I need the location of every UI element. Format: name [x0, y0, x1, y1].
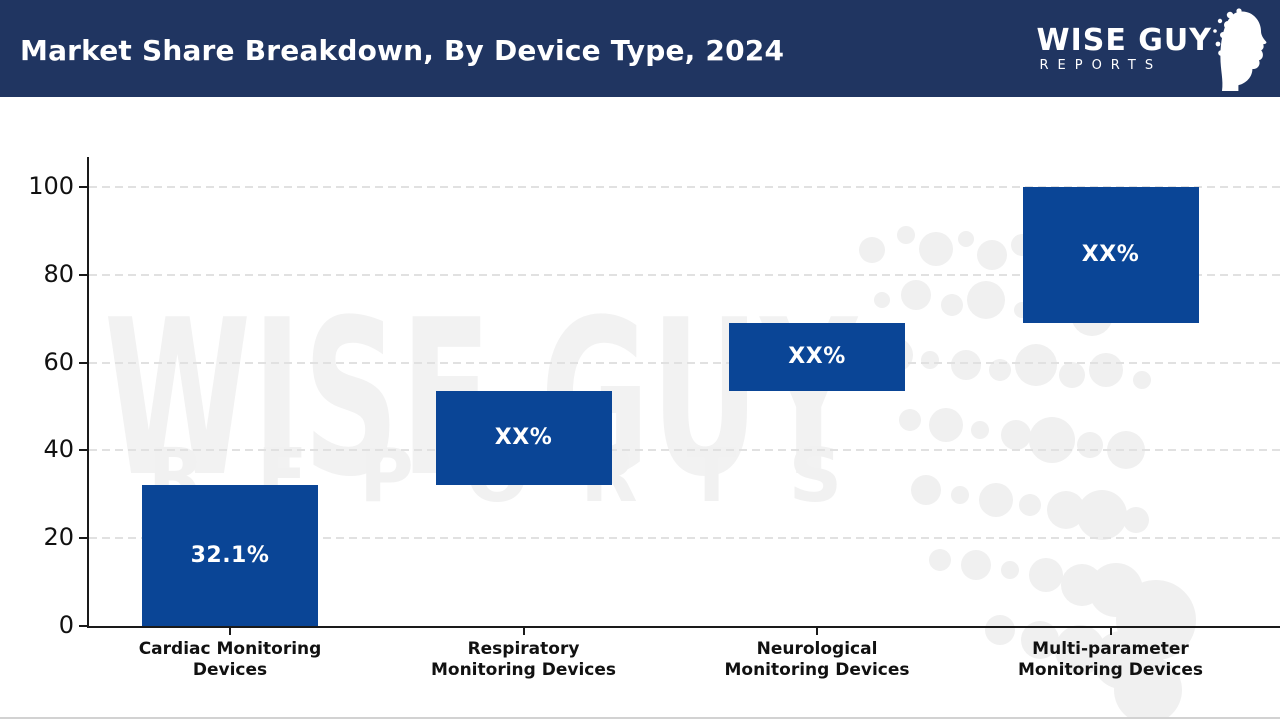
gridline — [89, 186, 1280, 188]
gridline — [89, 537, 1280, 540]
y-tick-label: 20 — [43, 523, 74, 552]
category-label: Multi-parameter Monitoring Devices — [1017, 639, 1203, 680]
watermark-dots — [859, 226, 1196, 718]
gridline — [89, 361, 1280, 364]
y-tick-label: 0 — [58, 611, 74, 639]
y-axis-spine — [87, 157, 89, 627]
y-tick-mark — [79, 449, 88, 452]
y-tick-mark — [79, 186, 88, 188]
x-tick-mark — [816, 628, 818, 635]
bar-value-label: 32.1% — [190, 543, 270, 569]
page-title: Market Share Breakdown, By Device Type, … — [20, 34, 785, 67]
gridline — [89, 273, 1280, 276]
y-tick-mark — [79, 361, 88, 364]
bar-2: XX% — [435, 390, 612, 486]
bar-3: XX% — [729, 322, 905, 391]
category-label: Cardiac Monitoring Devices — [138, 639, 322, 680]
y-tick-label: 100 — [28, 172, 74, 200]
gridline — [89, 449, 1280, 452]
y-tick-mark — [79, 537, 88, 540]
y-tick-label: 40 — [43, 435, 74, 464]
wise-guy-head-icon — [1213, 8, 1267, 91]
category-label: Respiratory Monitoring Devices — [430, 639, 616, 680]
brand-name: WISE GUY — [1036, 23, 1212, 58]
bar-1: 32.1% — [142, 485, 318, 626]
x-tick-mark — [229, 628, 231, 635]
brand-subname: REPORTS — [1039, 58, 1163, 73]
bottom-border — [0, 717, 1280, 719]
y-tick-label: 60 — [43, 347, 74, 376]
bar-value-label: XX% — [788, 344, 846, 370]
bar-value-label: XX% — [494, 425, 553, 451]
bar-4: XX% — [1022, 187, 1199, 323]
y-tick-mark — [79, 273, 88, 276]
y-tick-label: 80 — [43, 259, 74, 288]
category-label: Neurological Monitoring Devices — [724, 639, 910, 680]
y-tick-mark — [79, 625, 88, 627]
x-tick-mark — [522, 628, 525, 635]
x-tick-mark — [1109, 628, 1112, 635]
bar-value-label: XX% — [1081, 242, 1140, 268]
x-axis-spine — [87, 626, 1280, 628]
brand-logo: WISE GUY REPORTS — [1036, 4, 1270, 94]
header: Market Share Breakdown, By Device Type, … — [0, 0, 1280, 97]
brand-text: WISE GUY REPORTS — [1036, 23, 1212, 73]
